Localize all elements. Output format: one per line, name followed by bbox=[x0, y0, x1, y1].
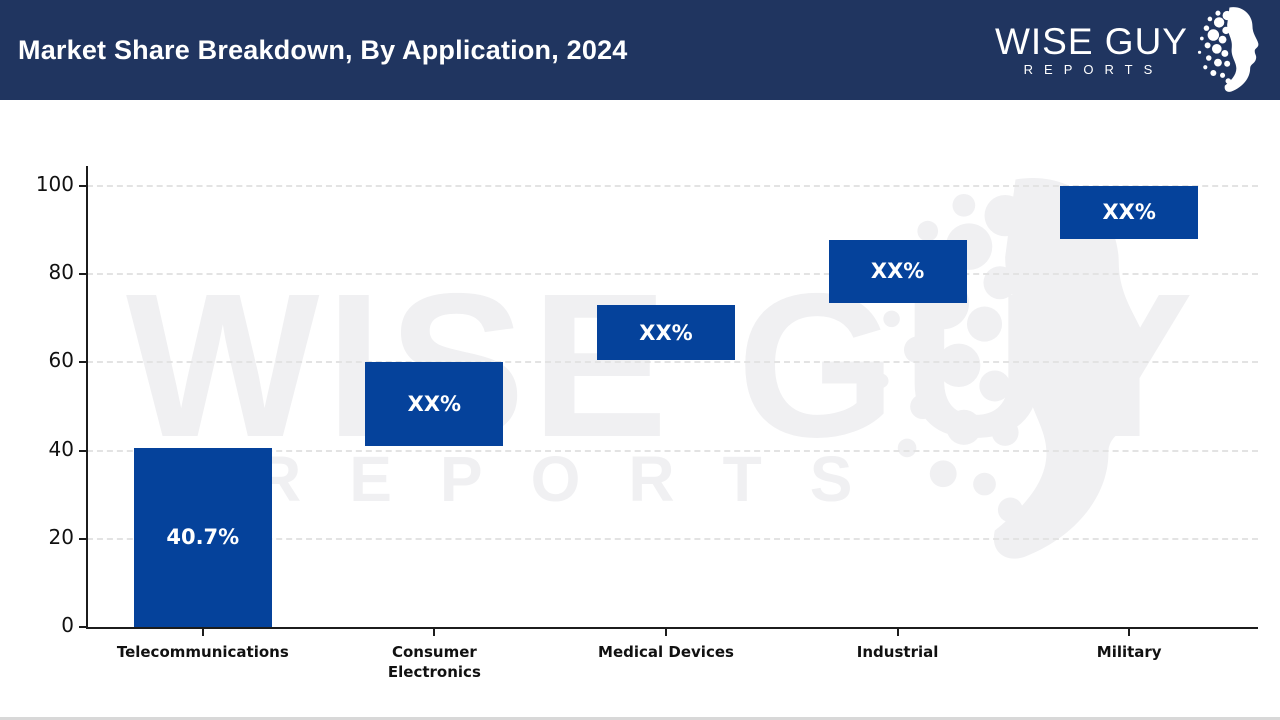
y-tick-label: 40 bbox=[48, 436, 74, 461]
y-tick-label: 100 bbox=[35, 172, 74, 196]
bar-telecommunications: 40.7% bbox=[133, 447, 272, 627]
logo-tagline: REPORTS bbox=[1023, 61, 1164, 77]
x-tick-label: Telecommunications bbox=[116, 643, 289, 661]
x-tick-mark bbox=[1128, 629, 1131, 636]
y-tick-label: 60 bbox=[48, 348, 74, 373]
bar-industrial: XX% bbox=[828, 239, 967, 303]
bar-medical-devices: XX% bbox=[597, 305, 735, 361]
bar-military: XX% bbox=[1060, 186, 1199, 239]
x-axis-line bbox=[86, 627, 1258, 629]
y-tick-label: 0 bbox=[61, 613, 74, 637]
wiseguy-logo: WISE GUY REPORTS bbox=[995, 4, 1280, 96]
x-tick-label: Consumer Electronics bbox=[387, 643, 481, 682]
x-tick-label: Military bbox=[1096, 643, 1162, 661]
gridline bbox=[87, 185, 1258, 187]
y-tick-mark bbox=[79, 449, 86, 452]
bar-value-label: XX% bbox=[1102, 200, 1156, 225]
bar-consumer-electronics: XX% bbox=[365, 362, 504, 447]
bar-value-label: XX% bbox=[870, 259, 925, 284]
x-tick-label: Industrial bbox=[856, 643, 939, 661]
logo-head-icon bbox=[1197, 7, 1259, 92]
y-tick-label: 20 bbox=[48, 524, 74, 549]
x-tick-mark bbox=[201, 629, 204, 636]
gridline bbox=[87, 361, 1258, 364]
chart-canvas: WISE GUY REPORTS 0 20 40 60 80 100 Telecommuni… bbox=[0, 100, 1280, 717]
y-tick-mark bbox=[79, 626, 86, 628]
header-bar: Market Share Breakdown, By Application, … bbox=[0, 0, 1280, 100]
bar-value-label: 40.7% bbox=[166, 525, 240, 550]
bottom-border bbox=[0, 717, 1280, 720]
gridline bbox=[87, 273, 1258, 276]
y-tick-label: 80 bbox=[48, 260, 74, 285]
bar-value-label: XX% bbox=[639, 320, 693, 345]
x-tick-mark bbox=[896, 629, 899, 636]
bar-value-label: XX% bbox=[407, 392, 462, 417]
watermark-subtext: REPORTS bbox=[255, 443, 901, 515]
y-tick-mark bbox=[79, 361, 86, 364]
logo-text: WISE GUY REPORTS bbox=[994, 21, 1188, 77]
x-tick-mark bbox=[433, 629, 436, 636]
gridline bbox=[87, 537, 1258, 540]
gridline bbox=[87, 449, 1258, 452]
y-axis-line bbox=[86, 166, 88, 629]
page-title: Market Share Breakdown, By Application, … bbox=[18, 34, 628, 65]
x-tick-label: Medical Devices bbox=[598, 643, 734, 661]
x-tick-mark bbox=[665, 629, 667, 636]
y-tick-mark bbox=[79, 537, 86, 540]
y-tick-mark bbox=[79, 273, 86, 276]
y-tick-mark bbox=[79, 185, 86, 187]
logo-name: WISE GUY bbox=[994, 21, 1188, 63]
